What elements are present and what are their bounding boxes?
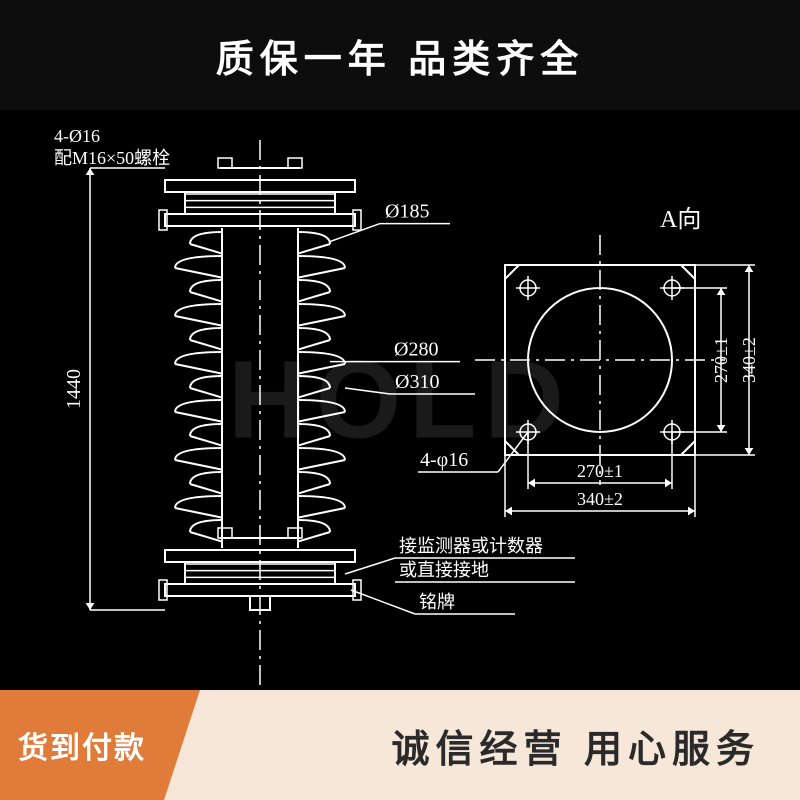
top-banner: 质保一年 品类齐全 [0, 0, 800, 110]
svg-text:接监测器或计数器: 接监测器或计数器 [399, 536, 543, 556]
bottom-right-text: 诚信经营 用心服务 [391, 718, 760, 773]
svg-text:铭牌: 铭牌 [419, 592, 455, 612]
svg-text:Ø280: Ø280 [394, 339, 438, 361]
svg-text:4-Ø16: 4-Ø16 [54, 126, 100, 146]
svg-text:A向: A向 [660, 206, 701, 233]
svg-text:Ø185: Ø185 [385, 201, 429, 223]
svg-text:270±1: 270±1 [711, 337, 731, 383]
svg-text:1440: 1440 [63, 369, 85, 409]
corner-tag-text: 货到付款 [18, 723, 146, 767]
svg-text:340±2: 340±2 [739, 337, 759, 383]
svg-text:配M16×50螺栓: 配M16×50螺栓 [54, 148, 170, 168]
corner-tag: 货到付款 [0, 690, 200, 800]
cad-drawing: HOLD 4-Ø16配M16×50螺栓Ø185Ø280Ø3101440接监测器或… [0, 110, 800, 690]
svg-text:270±1: 270±1 [577, 461, 623, 481]
top-banner-text: 质保一年 品类齐全 [216, 28, 585, 83]
svg-text:4-φ16: 4-φ16 [420, 449, 468, 471]
cad-svg: 4-Ø16配M16×50螺栓 Ø185 Ø280 Ø310 1440 接监测器或计数器或直… [0, 110, 800, 690]
svg-text:Ø310: Ø310 [395, 371, 439, 393]
bottom-banner: 货到付款 诚信经营 用心服务 [0, 690, 800, 800]
svg-text:或直接接地: 或直接接地 [399, 560, 489, 580]
svg-text:340±2: 340±2 [577, 489, 623, 509]
